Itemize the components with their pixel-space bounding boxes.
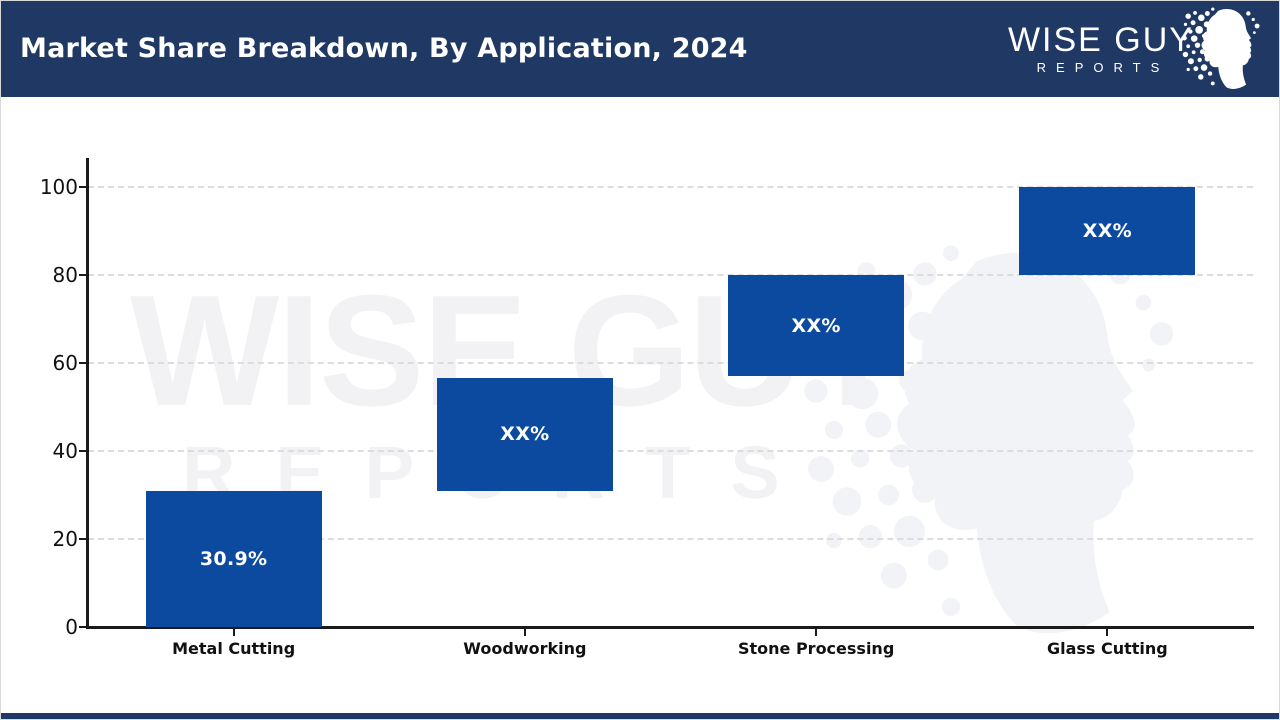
gridline-60 [88, 362, 1253, 364]
brand-logo: WISE GUY REPORTS [1008, 4, 1262, 94]
gridline-40 [88, 450, 1253, 452]
header-bar: Market Share Breakdown, By Application, … [0, 0, 1280, 97]
x-tick-stone-processing [815, 629, 818, 636]
y-tick-label-0: 0 [65, 615, 78, 639]
y-tick-0 [79, 626, 87, 628]
bar-glass-cutting: XX% [1019, 187, 1196, 275]
y-tick-label-80: 80 [52, 263, 78, 287]
bar-value-label-stone-processing: XX% [791, 314, 841, 337]
bar-metal-cutting: 30.9% [145, 491, 322, 627]
bar-value-label-metal-cutting: 30.9% [199, 548, 268, 570]
footer-bar [0, 713, 1280, 720]
chart-title: Market Share Breakdown, By Application, … [20, 33, 748, 64]
gridline-80 [88, 274, 1253, 276]
y-tick-40 [79, 450, 87, 452]
x-category-label-woodworking: Woodworking [463, 639, 587, 658]
brand-subtitle: REPORTS [1036, 60, 1170, 76]
y-tick-60 [79, 362, 87, 364]
y-tick-label-20: 20 [52, 527, 78, 551]
brand-logo-text: WISE GUY REPORTS [1007, 20, 1194, 76]
gridline-100 [88, 186, 1253, 188]
x-axis-line [86, 626, 1254, 629]
bar-woodworking: XX% [436, 377, 613, 491]
bar-stone-processing: XX% [728, 275, 905, 377]
y-tick-label-100: 100 [39, 175, 78, 199]
x-tick-woodworking [523, 629, 526, 636]
bar-value-label-glass-cutting: XX% [1082, 220, 1132, 242]
x-tick-glass-cutting [1106, 629, 1109, 636]
y-tick-20 [79, 538, 87, 540]
x-category-label-glass-cutting: Glass Cutting [1046, 639, 1168, 658]
brand-name: WISE GUY [1007, 20, 1194, 59]
y-tick-label-40: 40 [52, 439, 78, 463]
x-category-label-metal-cutting: Metal Cutting [172, 639, 296, 658]
x-tick-metal-cutting [232, 629, 235, 636]
y-tick-80 [79, 274, 87, 276]
y-axis-line [86, 158, 89, 629]
y-tick-label-60: 60 [52, 351, 78, 375]
y-tick-100 [79, 186, 87, 188]
gridline-20 [88, 538, 1253, 540]
x-category-label-stone-processing: Stone Processing [737, 639, 895, 658]
bar-value-label-woodworking: XX% [500, 423, 550, 446]
